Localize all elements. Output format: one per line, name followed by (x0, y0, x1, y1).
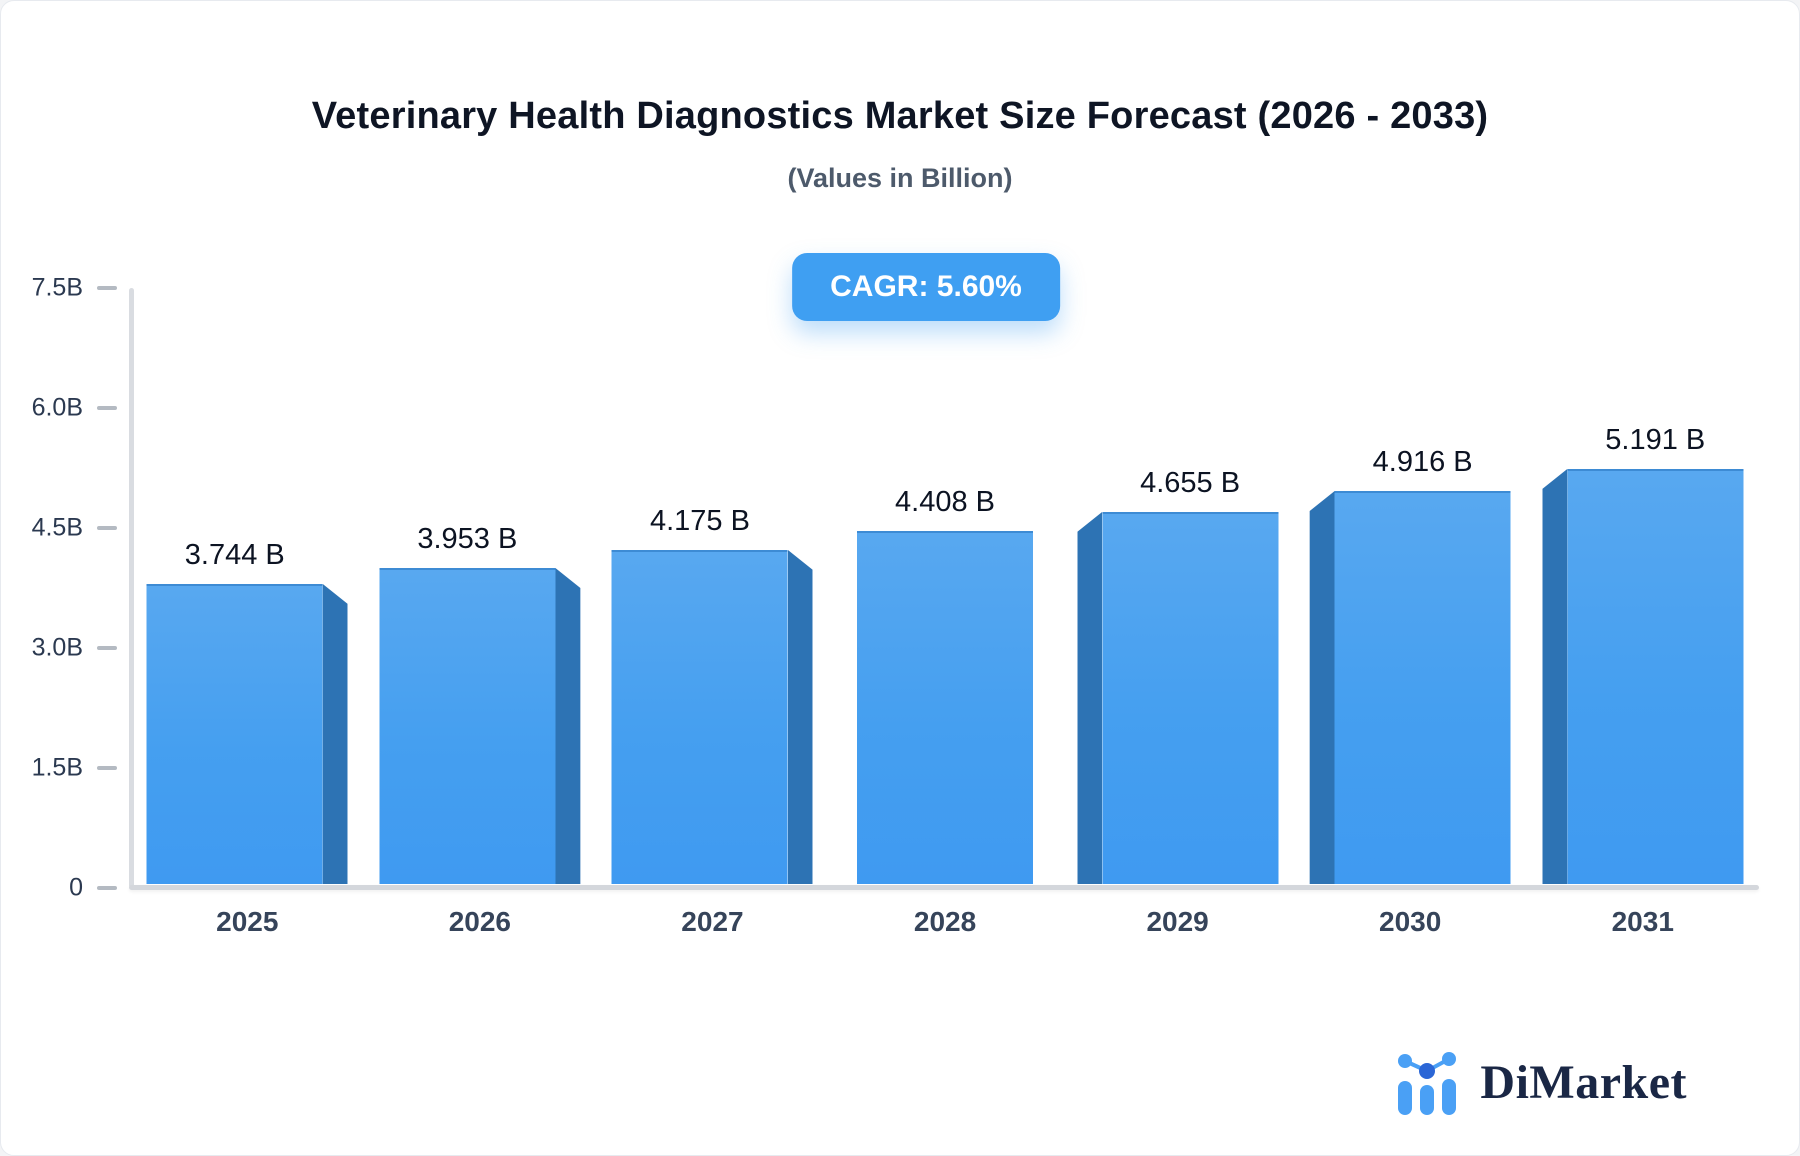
bar-face (379, 568, 556, 884)
cagr-badge: CAGR: 5.60% (792, 253, 1060, 321)
y-tick-dash (97, 886, 117, 890)
bar-face (857, 531, 1034, 884)
bar-2029: 4.655 B (1077, 467, 1279, 884)
bars-row: 3.744 B 2025 3.953 B 2026 4.175 B 2027 4.408 B… (131, 288, 1759, 937)
x-axis-line (129, 885, 1759, 890)
chart-title: Veterinary Health Diagnostics Market Siz… (311, 95, 1489, 137)
bar-side-panel (787, 550, 813, 884)
y-tick-label: 3.0B (31, 633, 83, 662)
y-tick-dash (97, 646, 117, 650)
logo-chart-icon (1398, 1052, 1457, 1115)
bar-slot-2030: 4.916 B 2030 (1294, 288, 1527, 937)
bar-value-label: 4.408 B (895, 486, 996, 518)
bar-face (611, 550, 788, 884)
bar-value-label: 3.953 B (417, 523, 518, 555)
bar-side-panel (555, 568, 581, 884)
bar-2028: 4.408 B (857, 486, 1034, 884)
y-axis-line (129, 288, 134, 888)
x-axis-label-2026: 2026 (448, 906, 512, 937)
logo-text: DiMarket (1480, 1055, 1687, 1109)
bar-2026: 3.953 B (379, 523, 581, 884)
bar-2030: 4.916 B (1309, 446, 1511, 884)
bar-slot-2028: 4.408 B 2028 (829, 288, 1062, 937)
bar-value-label: 4.175 B (649, 505, 750, 537)
x-axis-label-2029: 2029 (1146, 906, 1209, 937)
x-axis-label-2028: 2028 (913, 906, 977, 937)
y-tick-dash (97, 406, 117, 410)
y-tick-dash (97, 286, 117, 290)
y-tick-dash (97, 526, 117, 530)
bar-2025: 3.744 B (146, 539, 348, 884)
y-tick-label: 0 (69, 873, 83, 902)
bar-face (1567, 469, 1744, 884)
bar-value-label: 3.744 B (184, 539, 285, 571)
dimarket-logo: DiMarket (1396, 1049, 1687, 1115)
bar-face (146, 584, 323, 884)
y-tick-label: 7.5B (31, 273, 83, 302)
bar-2027: 4.175 B (611, 505, 813, 884)
x-axis-label-2030: 2030 (1379, 906, 1442, 937)
x-axis-label-2031: 2031 (1611, 906, 1674, 937)
bar-slot-2026: 3.953 B 2026 (364, 288, 597, 937)
bar-side-panel (1077, 512, 1103, 884)
bar-slot-2027: 4.175 B 2027 (596, 288, 829, 937)
bar-value-label: 5.191 B (1605, 424, 1706, 456)
bar-value-label: 4.655 B (1140, 467, 1241, 499)
bar-face (1334, 491, 1511, 884)
bar-slot-2029: 4.655 B 2029 (1061, 288, 1294, 937)
y-tick-label: 6.0B (31, 393, 83, 422)
bar-side-panel (1309, 491, 1335, 884)
bar-side-panel (1542, 469, 1568, 884)
bar-slot-2025: 3.744 B 2025 (131, 288, 364, 937)
y-tick-dash (97, 766, 117, 770)
y-tick-label: 4.5B (31, 513, 83, 542)
x-axis-label-2025: 2025 (216, 906, 279, 937)
x-axis-label-2027: 2027 (681, 906, 744, 937)
bar-side-panel (322, 584, 348, 884)
y-tick-label: 1.5B (31, 753, 83, 782)
bar-value-label: 4.916 B (1372, 446, 1473, 478)
bar-slot-2031: 5.191 B 2031 (1526, 288, 1759, 937)
plot-area: 0 1.5B 3.0B 4.5B 6.0B 7.5B 3.744 B 2025 3.953 B… (1, 274, 1799, 937)
bar-2031: 5.191 B (1542, 424, 1744, 884)
bar-face (1102, 512, 1279, 884)
chart-subtitle: (Values in Billion) (787, 163, 1013, 193)
